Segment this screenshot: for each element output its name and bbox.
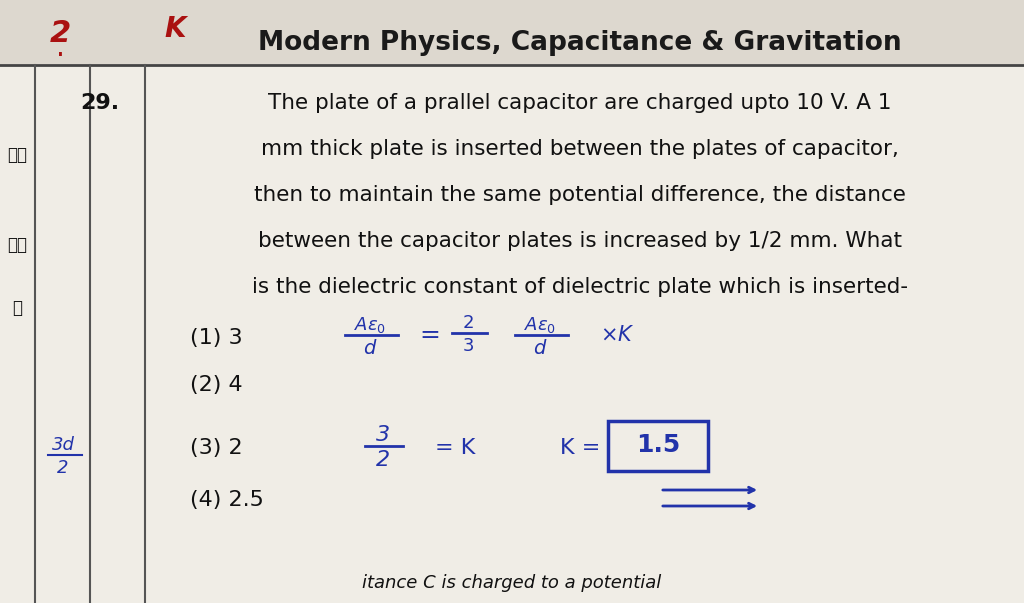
Text: 1.5: 1.5 [636, 433, 680, 457]
Text: (1) 3: (1) 3 [190, 328, 243, 348]
Text: 2: 2 [462, 314, 474, 332]
Text: 3: 3 [462, 337, 474, 355]
Text: $d$: $d$ [532, 338, 547, 358]
Text: itance C is charged to a potential: itance C is charged to a potential [362, 574, 662, 592]
Text: = K: = K [435, 438, 475, 458]
Text: 2: 2 [49, 19, 71, 48]
Bar [0, 0, 1024, 63]
Text: $\times K$: $\times K$ [600, 325, 635, 345]
Text: is the dielectric constant of dielectric plate which is inserted-: is the dielectric constant of dielectric… [252, 277, 908, 297]
Text: 3d: 3d [51, 436, 75, 454]
Bar [608, 421, 708, 471]
Text: .: . [55, 34, 65, 62]
Text: $A\varepsilon_0$: $A\varepsilon_0$ [354, 315, 386, 335]
Text: 2: 2 [57, 459, 69, 477]
Text: डी: डी [7, 146, 27, 164]
Text: K =: K = [560, 438, 600, 458]
Text: $d$: $d$ [362, 338, 377, 358]
Text: (2) 4: (2) 4 [190, 375, 243, 395]
Text: between the capacitor plates is increased by 1/2 mm. What: between the capacitor plates is increase… [258, 231, 902, 251]
Text: Modern Physics, Capacitance & Gravitation: Modern Physics, Capacitance & Gravitatio… [258, 30, 902, 56]
Text: $A\varepsilon_0$: $A\varepsilon_0$ [524, 315, 556, 335]
Text: =: = [420, 323, 440, 347]
Text: (3) 2: (3) 2 [190, 438, 243, 458]
Text: The plate of a prallel capacitor are charged upto 10 V. A 1: The plate of a prallel capacitor are cha… [268, 93, 892, 113]
Text: mm thick plate is inserted between the plates of capacitor,: mm thick plate is inserted between the p… [261, 139, 899, 159]
Text: K: K [164, 15, 185, 43]
Text: 29.: 29. [81, 93, 120, 113]
Text: क: क [12, 299, 22, 317]
Text: then to maintain the same potential difference, the distance: then to maintain the same potential diff… [254, 185, 906, 205]
Text: (4) 2.5: (4) 2.5 [190, 490, 264, 510]
Text: के: के [7, 236, 27, 254]
Text: 3: 3 [376, 425, 390, 445]
Text: 2: 2 [376, 450, 390, 470]
